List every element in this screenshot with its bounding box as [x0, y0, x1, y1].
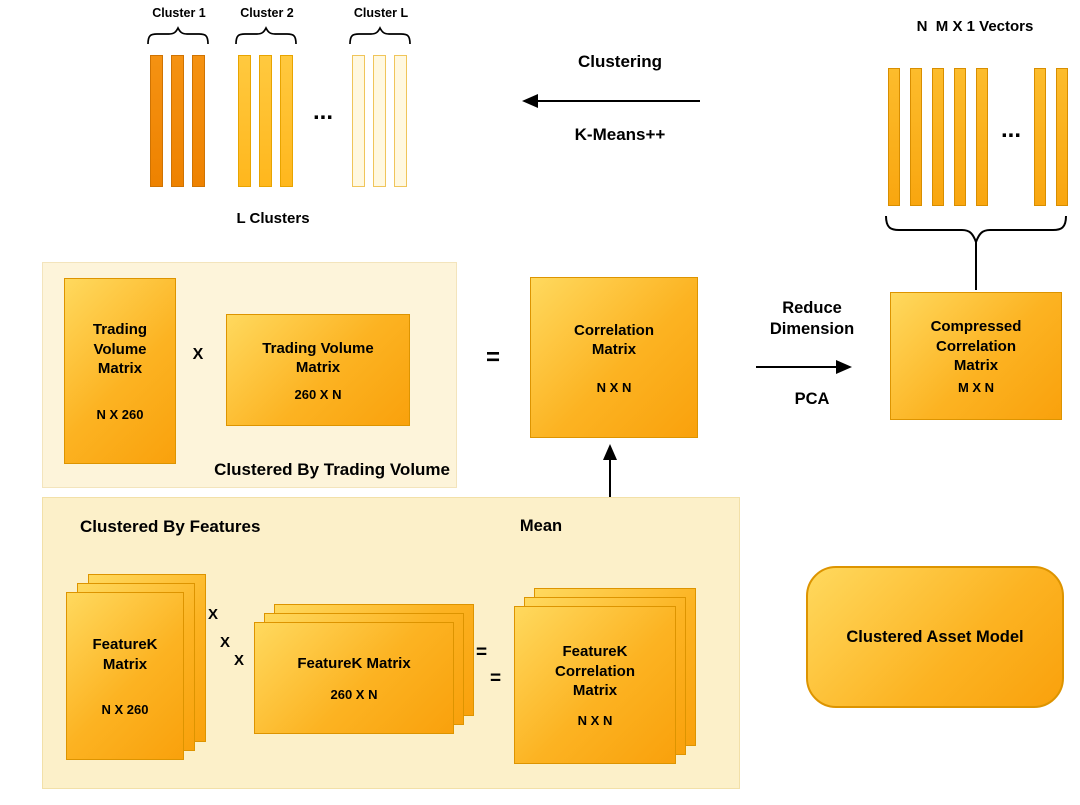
trading-volume-matrix-n260: Trading Volume Matrix N X 260	[64, 278, 176, 464]
trading-volume-matrix-260n: Trading Volume Matrix 260 X N	[226, 314, 410, 426]
cluster2-brace-icon	[235, 26, 297, 45]
vector-bar	[910, 68, 922, 206]
matrix-title: Trading Volume Matrix	[262, 339, 374, 377]
reduce-dimension-label: Reduce Dimension	[769, 299, 855, 339]
multiply-sign: X	[208, 606, 219, 623]
matrix-title: Compressed Correlation Matrix	[930, 318, 1022, 375]
multiply-sign: X	[234, 652, 245, 669]
clustering-label: Clustering	[577, 52, 663, 71]
matrix-dims: N X 260	[96, 406, 144, 422]
clustered-asset-model-box: Clustered Asset Model	[806, 566, 1064, 708]
vector-bar	[1034, 68, 1046, 206]
vector-bar	[954, 68, 966, 206]
cluster2-bar	[259, 55, 272, 187]
equals-sign: =	[485, 344, 500, 371]
matrix-title: Correlation Matrix	[573, 321, 654, 359]
matrix-dims: M X N	[957, 379, 995, 395]
pca-arrow	[756, 360, 852, 374]
matrix-dims: N X N	[577, 712, 613, 728]
vector-bar	[888, 68, 900, 206]
clusterL-bar	[373, 55, 386, 187]
cluster1-bar	[171, 55, 184, 187]
vectors-label: N M X 1 Vectors	[916, 18, 1034, 35]
pca-label: PCA	[794, 390, 830, 408]
vectors-ellipsis: ...	[1000, 116, 1021, 143]
model-label: Clustered Asset Model	[846, 627, 1024, 646]
vector-bar	[1056, 68, 1068, 206]
l-clusters-caption: L Clusters	[236, 210, 310, 227]
cluster2-bar	[238, 55, 251, 187]
clusterL-brace-icon	[349, 26, 411, 45]
equals-sign: =	[490, 668, 502, 689]
matrix-dims: N X N	[596, 379, 632, 395]
multiply-sign: X	[220, 634, 231, 651]
kmeans-label: K-Means++	[574, 125, 666, 144]
featurek-correlation-matrix: FeatureK Correlation Matrix N X N	[514, 606, 676, 764]
multiply-sign: X	[192, 346, 204, 363]
features-panel-caption: Clustered By Features	[80, 517, 261, 536]
clustering-arrow	[522, 94, 700, 108]
featurek-matrix-n260: FeatureK Matrix N X 260	[66, 592, 184, 760]
cluster1-bar	[192, 55, 205, 187]
clusters-ellipsis: ...	[312, 98, 333, 125]
matrix-title: Trading Volume Matrix	[92, 321, 148, 378]
equals-sign: =	[476, 642, 488, 663]
featurek-matrix-260n: FeatureK Matrix 260 X N	[254, 622, 454, 734]
cluster2-label: Cluster 2	[240, 6, 294, 20]
matrix-dims: 260 X N	[294, 386, 342, 402]
compressed-correlation-matrix: Compressed Correlation Matrix M X N	[890, 292, 1062, 420]
matrix-title: FeatureK Correlation Matrix	[554, 643, 635, 700]
clusterL-bar	[394, 55, 407, 187]
cluster1-bar	[150, 55, 163, 187]
correlation-matrix: Correlation Matrix N X N	[530, 277, 698, 438]
matrix-dims: 260 X N	[330, 686, 378, 702]
vectors-brace-icon	[885, 215, 1067, 290]
mean-label: Mean	[519, 517, 563, 535]
clusterL-label: Cluster L	[353, 6, 409, 20]
matrix-title: FeatureK Matrix	[297, 655, 411, 673]
cluster1-label: Cluster 1	[152, 6, 206, 20]
cluster1-brace-icon	[147, 26, 209, 45]
cluster2-bar	[280, 55, 293, 187]
vector-bar	[976, 68, 988, 206]
clusterL-bar	[352, 55, 365, 187]
matrix-title: FeatureK Matrix	[92, 636, 158, 673]
vector-bar	[932, 68, 944, 206]
trading-panel-caption: Clustered By Trading Volume	[214, 460, 450, 479]
matrix-dims: N X 260	[101, 702, 149, 717]
